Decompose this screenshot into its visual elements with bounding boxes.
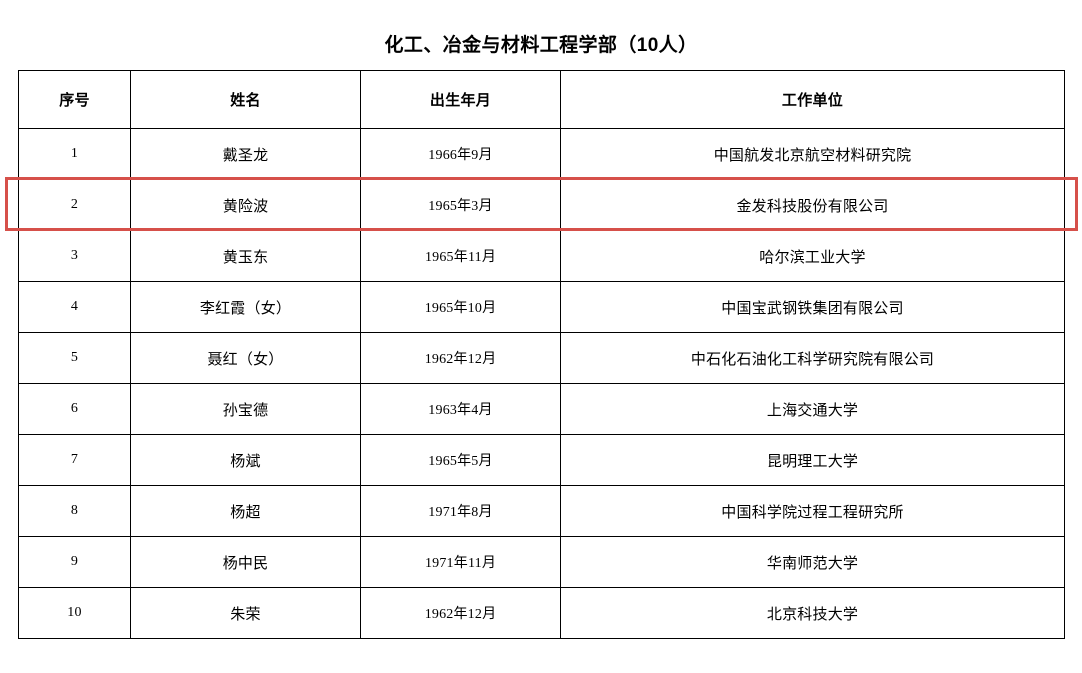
- cell-birth: 1962年12月: [360, 587, 561, 639]
- table-row: 8 杨超 1971年8月 中国科学院过程工程研究所: [18, 485, 1065, 537]
- table-row: 6 孙宝德 1963年4月 上海交通大学: [18, 383, 1065, 435]
- cell-org: 中国航发北京航空材料研究院: [560, 128, 1065, 180]
- table-row: 4 李红霞（女） 1965年10月 中国宝武钢铁集团有限公司: [18, 281, 1065, 333]
- cell-name: 朱荣: [130, 587, 361, 639]
- cell-name: 黄险波: [130, 179, 361, 231]
- column-header-birth: 出生年月: [360, 70, 561, 129]
- cell-name: 黄玉东: [130, 230, 361, 282]
- table-row: 7 杨斌 1965年5月 昆明理工大学: [18, 434, 1065, 486]
- cell-birth: 1965年10月: [360, 281, 561, 333]
- cell-birth: 1971年11月: [360, 536, 561, 588]
- cell-seq: 8: [18, 485, 131, 537]
- column-header-name: 姓名: [130, 70, 361, 129]
- cell-org: 中国科学院过程工程研究所: [560, 485, 1065, 537]
- roster-table: 序号 姓名 出生年月 工作单位 1 戴圣龙 1966年9月 中国航发北京航空材料研究院…: [18, 70, 1065, 639]
- table-row: 5 聂红（女） 1962年12月 中石化石油化工科学研究院有限公司: [18, 332, 1065, 384]
- table-body: 1 戴圣龙 1966年9月 中国航发北京航空材料研究院 2 黄险波 1965年3月 金发科技股…: [18, 128, 1065, 639]
- cell-birth: 1971年8月: [360, 485, 561, 537]
- page-title: 化工、冶金与材料工程学部（10人）: [384, 35, 698, 56]
- table-row: 9 杨中民 1971年11月 华南师范大学: [18, 536, 1065, 588]
- cell-seq: 1: [18, 128, 131, 180]
- cell-name: 李红霞（女）: [130, 281, 361, 333]
- cell-birth: 1962年12月: [360, 332, 561, 384]
- cell-birth: 1965年11月: [360, 230, 561, 282]
- cell-name: 杨斌: [130, 434, 361, 486]
- cell-seq: 6: [18, 383, 131, 435]
- table-header: 序号 姓名 出生年月 工作单位: [18, 70, 1065, 129]
- cell-seq: 2: [18, 179, 131, 231]
- cell-seq: 7: [18, 434, 131, 486]
- cell-name: 聂红（女）: [130, 332, 361, 384]
- table-row: 3 黄玉东 1965年11月 哈尔滨工业大学: [18, 230, 1065, 282]
- cell-seq: 10: [18, 587, 131, 639]
- cell-org: 中国宝武钢铁集团有限公司: [560, 281, 1065, 333]
- cell-org: 哈尔滨工业大学: [560, 230, 1065, 282]
- cell-org: 中石化石油化工科学研究院有限公司: [560, 332, 1065, 384]
- column-header-seq: 序号: [18, 70, 131, 129]
- cell-seq: 3: [18, 230, 131, 282]
- cell-org: 上海交通大学: [560, 383, 1065, 435]
- cell-org: 昆明理工大学: [560, 434, 1065, 486]
- table-row: 2 黄险波 1965年3月 金发科技股份有限公司: [18, 179, 1065, 231]
- table-header-row: 序号 姓名 出生年月 工作单位: [18, 70, 1065, 129]
- cell-org: 北京科技大学: [560, 587, 1065, 639]
- cell-name: 杨中民: [130, 536, 361, 588]
- cell-seq: 9: [18, 536, 131, 588]
- column-header-org: 工作单位: [560, 70, 1065, 129]
- cell-org: 华南师范大学: [560, 536, 1065, 588]
- table-row: 1 戴圣龙 1966年9月 中国航发北京航空材料研究院: [18, 128, 1065, 180]
- cell-birth: 1966年9月: [360, 128, 561, 180]
- cell-birth: 1965年5月: [360, 434, 561, 486]
- cell-seq: 4: [18, 281, 131, 333]
- cell-org: 金发科技股份有限公司: [560, 179, 1065, 231]
- cell-birth: 1965年3月: [360, 179, 561, 231]
- cell-name: 杨超: [130, 485, 361, 537]
- cell-name: 戴圣龙: [130, 128, 361, 180]
- table-row: 10 朱荣 1962年12月 北京科技大学: [18, 587, 1065, 639]
- cell-seq: 5: [18, 332, 131, 384]
- cell-name: 孙宝德: [130, 383, 361, 435]
- cell-birth: 1963年4月: [360, 383, 561, 435]
